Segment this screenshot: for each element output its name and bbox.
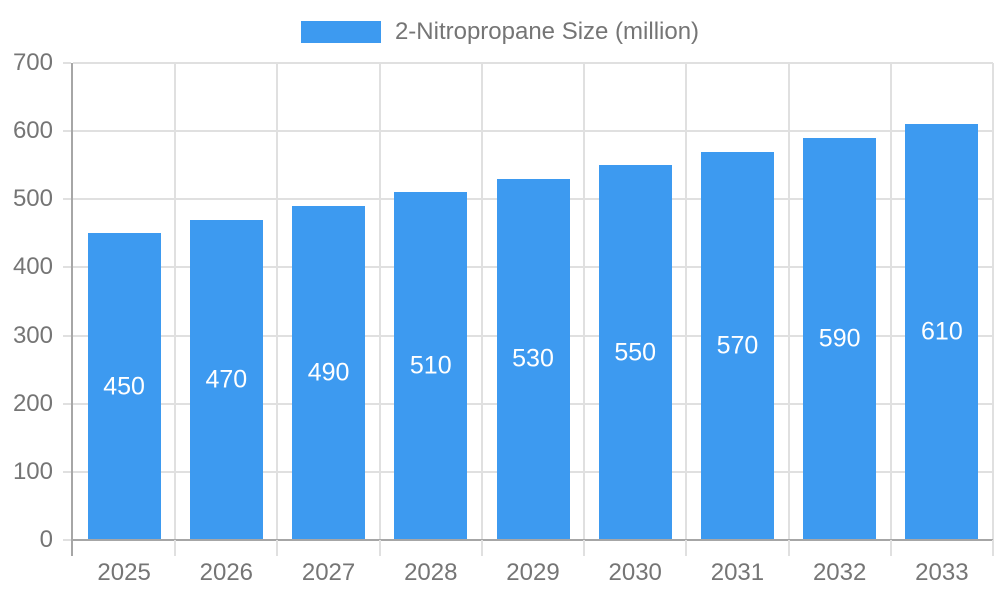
- bar-value-label: 570: [716, 331, 759, 360]
- y-tick-label: 700: [12, 49, 53, 76]
- bar: [292, 206, 366, 540]
- y-tick: [63, 62, 71, 64]
- bar: [905, 124, 979, 540]
- v-gridline: [889, 63, 892, 540]
- bar-value-label: 530: [512, 344, 554, 373]
- bar: [87, 233, 161, 540]
- y-tick: [63, 130, 71, 133]
- x-tick: [685, 540, 688, 556]
- y-axis-line: [71, 63, 73, 556]
- y-tick-label: 0: [39, 526, 53, 553]
- x-tick: [787, 540, 790, 556]
- y-tick-label: 100: [12, 457, 53, 485]
- x-tick-label: 2033: [915, 559, 969, 586]
- bar: [598, 165, 672, 540]
- x-axis-line: [73, 539, 993, 541]
- y-tick: [63, 470, 71, 473]
- x-tick-label: 2032: [812, 559, 867, 586]
- y-tick-label: 200: [12, 389, 53, 417]
- bar: [803, 137, 877, 540]
- x-tick: [992, 540, 994, 556]
- y-tick-label: 300: [12, 321, 53, 349]
- x-tick: [889, 540, 892, 556]
- h-gridline: [73, 130, 993, 133]
- legend-item[interactable]: 2-Nitropropane Size (million): [0, 19, 1000, 45]
- y-tick-label: 500: [12, 185, 53, 213]
- plot-area: 450 470 490 510 530 550 570 590 610: [73, 62, 994, 540]
- bar-value-label: 610: [921, 317, 963, 346]
- y-tick: [63, 266, 71, 269]
- y-tick-label: 600: [12, 117, 53, 145]
- v-gridline: [583, 63, 586, 540]
- bar-value-label: 490: [307, 358, 350, 387]
- bar-value-label: 590: [818, 324, 861, 353]
- h-gridline: [73, 62, 993, 64]
- v-gridline: [174, 63, 177, 540]
- x-tick-label: 2026: [199, 559, 254, 586]
- x-tick: [174, 540, 177, 556]
- v-gridline: [992, 63, 994, 540]
- x-tick: [378, 540, 381, 556]
- bar-value-label: 510: [409, 351, 452, 380]
- y-tick: [63, 402, 71, 405]
- bar: [496, 178, 570, 540]
- x-tick-label: 2028: [404, 559, 458, 586]
- bar: [394, 192, 468, 540]
- y-tick-label: 400: [12, 253, 53, 281]
- v-gridline: [378, 63, 381, 540]
- y-tick: [63, 198, 71, 201]
- bar-value-label: 470: [205, 365, 248, 394]
- y-tick: [63, 334, 71, 337]
- v-gridline: [276, 63, 279, 540]
- x-tick-label: 2029: [506, 559, 560, 586]
- bar: [700, 151, 774, 540]
- bar: [189, 219, 263, 540]
- v-gridline: [480, 63, 483, 540]
- legend-swatch: [300, 21, 381, 43]
- x-tick-label: 2031: [710, 559, 765, 586]
- v-gridline: [787, 63, 790, 540]
- x-tick: [583, 540, 586, 556]
- x-tick-label: 2025: [97, 559, 151, 586]
- x-tick: [276, 540, 279, 556]
- bar-value-label: 550: [614, 338, 657, 367]
- v-gridline: [685, 63, 688, 540]
- x-tick-label: 2027: [301, 559, 356, 586]
- y-tick: [63, 539, 71, 541]
- bar-value-label: 450: [103, 372, 145, 401]
- x-tick-label: 2030: [608, 559, 662, 586]
- x-tick: [480, 540, 483, 556]
- legend-label: 2-Nitropropane Size (million): [394, 18, 700, 45]
